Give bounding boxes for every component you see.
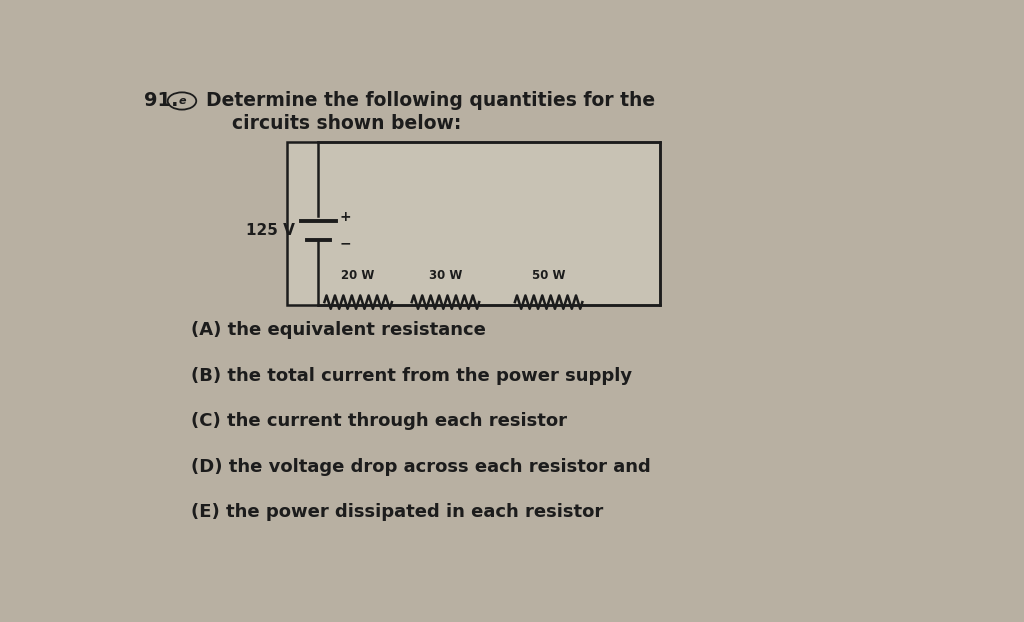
Text: 125 V: 125 V: [246, 223, 295, 238]
Text: 50 W: 50 W: [531, 269, 565, 282]
Text: e: e: [178, 96, 185, 106]
Text: +: +: [339, 210, 351, 224]
Bar: [287, 142, 659, 305]
Text: circuits shown below:: circuits shown below:: [206, 114, 461, 133]
Text: 30 W: 30 W: [429, 269, 462, 282]
Text: 20 W: 20 W: [341, 269, 375, 282]
Text: (D) the voltage drop across each resistor and: (D) the voltage drop across each resisto…: [191, 458, 651, 476]
Text: 91.: 91.: [143, 91, 178, 110]
Text: (E) the power dissipated in each resistor: (E) the power dissipated in each resisto…: [191, 503, 604, 521]
Text: (A) the equivalent resistance: (A) the equivalent resistance: [191, 322, 486, 339]
Text: −: −: [339, 237, 351, 251]
Text: Determine the following quantities for the: Determine the following quantities for t…: [206, 91, 655, 110]
Text: (B) the total current from the power supply: (B) the total current from the power sup…: [191, 367, 633, 385]
Text: (C) the current through each resistor: (C) the current through each resistor: [191, 412, 567, 430]
